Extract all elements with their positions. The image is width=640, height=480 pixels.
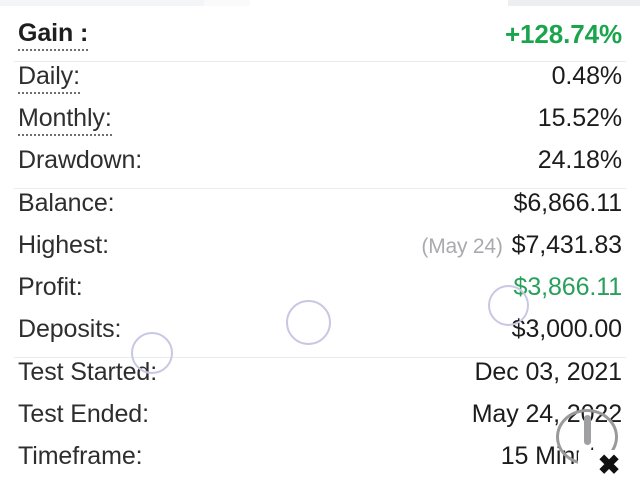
touch-ring-1 (131, 332, 173, 374)
daily-value: 0.48% (551, 62, 622, 90)
stat-row-drawdown: Drawdown: 24.18% (0, 146, 640, 188)
gain-label: Gain : (18, 19, 88, 51)
stat-row-test-ended: Test Ended: May 24, 2022 (0, 400, 640, 442)
stat-row-timeframe: Timeframe: 15 Minutes (0, 442, 640, 480)
stat-row-profit: Profit: $3,866.11 (0, 273, 640, 315)
drawdown-value: 24.18% (537, 146, 622, 174)
balance-value: $6,866.11 (513, 189, 623, 217)
stat-row-gain: Gain : +128.74% (0, 8, 640, 61)
tab-ghost-left[interactable] (0, 0, 248, 6)
cursor-indicator-pointer (584, 415, 591, 445)
highest-value-wrap: (May 24) $7,431.83 (421, 231, 622, 260)
stat-row-monthly: Monthly: 15.52% (0, 104, 640, 146)
divider-2 (14, 188, 626, 189)
test-started-value: Dec 03, 2021 (474, 358, 622, 386)
daily-label: Daily: (18, 62, 80, 94)
stat-row-daily: Daily: 0.48% (0, 62, 640, 104)
close-icon: ✖ (597, 449, 621, 480)
divider-3 (14, 357, 626, 358)
stat-group-ratios: Daily: 0.48% Monthly: 15.52% Drawdown: 2… (0, 62, 640, 188)
monthly-value: 15.52% (537, 104, 622, 132)
test-ended-label: Test Ended: (18, 400, 149, 428)
stat-row-deposits: Deposits: $3,000.00 (0, 315, 640, 357)
tab-ghost-mid[interactable] (204, 0, 250, 6)
stat-group-test-period: Test Started: Dec 03, 2021 Test Ended: M… (0, 358, 640, 480)
highest-date: (May 24) (421, 235, 503, 258)
backtest-stats-panel: Gain : +128.74% Daily: 0.48% Monthly: 15… (0, 8, 640, 474)
touch-ring-2 (286, 300, 331, 345)
monthly-label: Monthly: (18, 104, 112, 136)
stat-row-test-started: Test Started: Dec 03, 2021 (0, 358, 640, 400)
close-button[interactable]: ✖ (578, 450, 640, 480)
stat-row-balance: Balance: $6,866.11 (0, 189, 640, 231)
window-tab-strip (0, 0, 640, 8)
deposits-label: Deposits: (18, 315, 122, 343)
profit-label: Profit: (18, 273, 83, 301)
highest-value: $7,431.83 (511, 231, 622, 259)
profit-value: $3,866.11 (513, 273, 623, 301)
stat-row-highest: Highest: (May 24) $7,431.83 (0, 231, 640, 273)
timeframe-label: Timeframe: (18, 442, 143, 470)
stat-group-money: Balance: $6,866.11 Highest: (May 24) $7,… (0, 189, 640, 357)
touch-ring-3 (488, 285, 529, 326)
balance-label: Balance: (18, 189, 115, 217)
drawdown-label: Drawdown: (18, 146, 143, 174)
tab-ghost-right[interactable] (508, 0, 640, 6)
gain-value: +128.74% (504, 19, 622, 49)
divider-1 (14, 61, 626, 62)
highest-label: Highest: (18, 231, 109, 259)
deposits-value: $3,000.00 (511, 315, 622, 343)
